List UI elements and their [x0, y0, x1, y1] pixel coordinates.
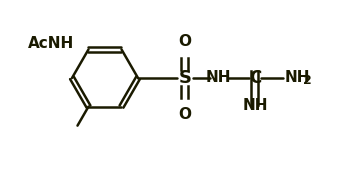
- Text: AcNH: AcNH: [28, 35, 74, 51]
- Text: S: S: [178, 69, 192, 87]
- Text: NH: NH: [205, 71, 231, 85]
- Text: NH: NH: [242, 98, 268, 113]
- Text: O: O: [178, 107, 192, 122]
- Text: C: C: [249, 69, 261, 87]
- Text: NH: NH: [285, 71, 311, 85]
- Text: O: O: [178, 34, 192, 49]
- Text: 2: 2: [303, 74, 312, 86]
